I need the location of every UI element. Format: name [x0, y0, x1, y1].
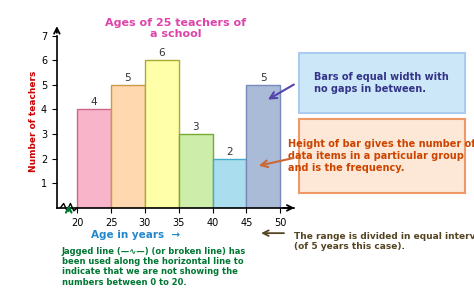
Text: 6: 6: [158, 48, 165, 58]
Text: 4: 4: [91, 97, 98, 108]
Bar: [246, 85, 280, 208]
Bar: [77, 110, 111, 208]
Text: 2: 2: [226, 147, 233, 157]
Text: Bars of equal width with
no gaps in between.: Bars of equal width with no gaps in betw…: [314, 72, 449, 94]
Text: 3: 3: [192, 122, 199, 132]
Bar: [213, 159, 246, 208]
Text: The range is divided in equal intervals
(of 5 years this case).: The range is divided in equal intervals …: [294, 232, 474, 251]
Text: 5: 5: [125, 73, 131, 83]
Text: 5: 5: [260, 73, 267, 83]
Text: Age in years  →: Age in years →: [91, 230, 180, 240]
Y-axis label: Number of teachers: Number of teachers: [29, 71, 38, 173]
Bar: [145, 60, 179, 208]
Text: Height of bar gives the number of
data items in a particular group
and is the fr: Height of bar gives the number of data i…: [288, 139, 474, 173]
Bar: [111, 85, 145, 208]
Text: Ages of 25 teachers of
a school: Ages of 25 teachers of a school: [105, 18, 246, 40]
Text: Jagged line (—∿—) (or broken line) has
been used along the horizontal line to
in: Jagged line (—∿—) (or broken line) has b…: [62, 247, 246, 287]
Bar: [179, 134, 213, 208]
